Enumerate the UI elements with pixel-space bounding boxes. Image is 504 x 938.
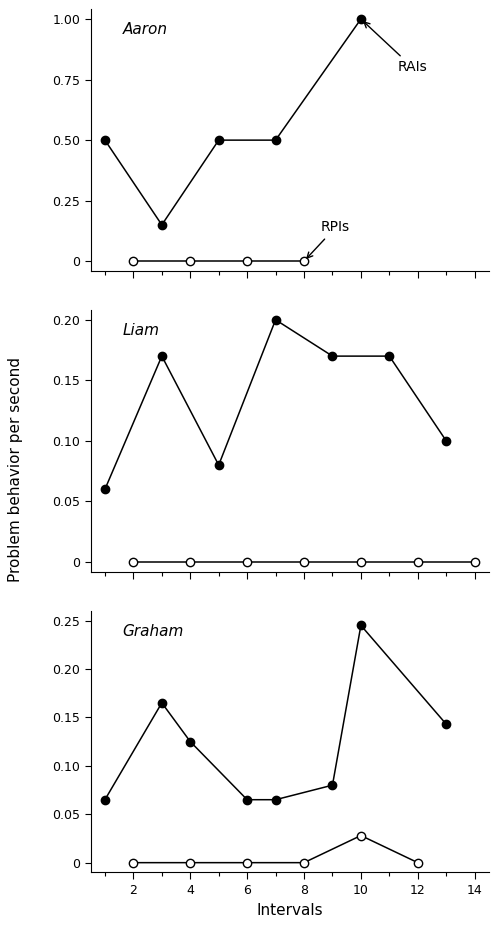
Text: Graham: Graham bbox=[122, 624, 184, 639]
X-axis label: Intervals: Intervals bbox=[257, 902, 323, 917]
Text: Liam: Liam bbox=[122, 324, 160, 339]
Text: Problem behavior per second: Problem behavior per second bbox=[8, 356, 23, 582]
Text: Aaron: Aaron bbox=[122, 23, 167, 38]
Text: RAIs: RAIs bbox=[364, 22, 427, 74]
Text: RPIs: RPIs bbox=[307, 220, 350, 258]
